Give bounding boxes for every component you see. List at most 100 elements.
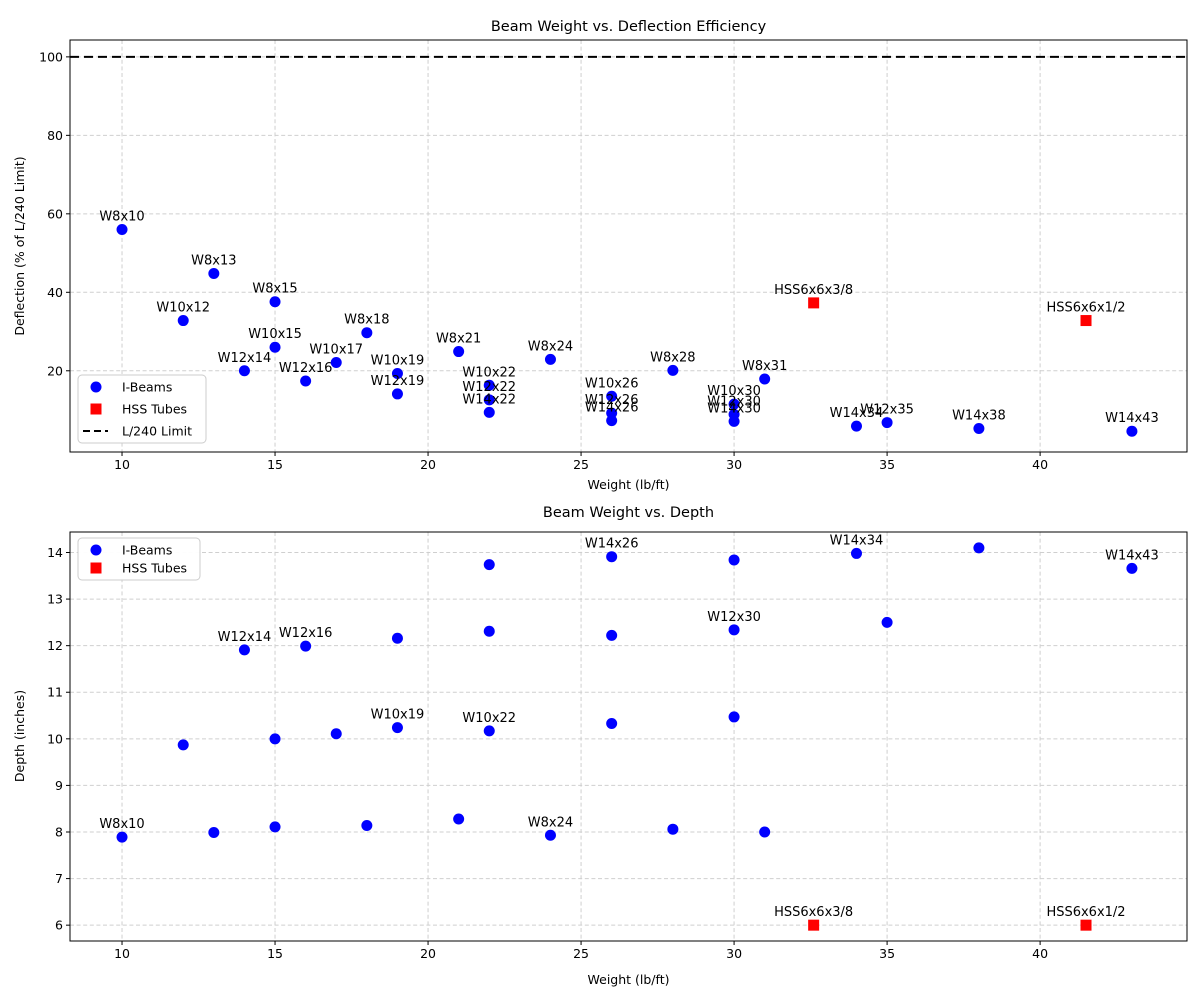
data-point-HSS6x6x1/2 (1080, 919, 1092, 931)
x-tick-label: 40 (1032, 457, 1048, 472)
point-label-HSS6x6x3/8: HSS6x6x3/8 (774, 283, 853, 298)
point-label-W12x16: W12x16 (279, 626, 333, 641)
legend-marker-square (90, 562, 102, 574)
deflection-chart: 10 15 20 25 30 35 40 20 40 60 80 100 W8x10 W10x12 W8x1… (39, 39, 1188, 472)
data-point-W10x19 (391, 368, 403, 380)
y-tick-label: 40 (47, 285, 63, 300)
data-point-W8x28 (667, 823, 679, 835)
depth-chart-xlabel: Weight (lb/ft) (587, 972, 670, 987)
data-point-W10x12 (177, 739, 189, 751)
data-point-W12x16 (300, 640, 312, 652)
data-point-W10x12 (177, 315, 189, 327)
point-label-HSS6x6x1/2: HSS6x6x1/2 (1046, 301, 1125, 316)
data-point-W10x17 (330, 357, 342, 369)
point-label-W8x13: W8x13 (191, 253, 236, 268)
data-point-W14x43 (1126, 425, 1138, 437)
point-label-W12x16: W12x16 (279, 361, 333, 376)
data-point-W12x35 (881, 417, 893, 429)
data-point-W10x30 (728, 711, 740, 723)
data-point-W12x22 (483, 625, 495, 637)
deflection-chart-xlabel: Weight (lb/ft) (587, 477, 670, 492)
data-point-W8x13 (208, 267, 220, 279)
point-label-W12x30: W12x30 (707, 610, 761, 625)
y-tick-label: 9 (55, 778, 63, 793)
point-label-W14x26: W14x26 (585, 537, 639, 552)
point-label-W8x15: W8x15 (252, 282, 297, 297)
y-tick-label: 100 (39, 49, 63, 64)
data-point-W8x31 (759, 373, 771, 385)
legend-label: I-Beams (122, 543, 172, 558)
y-tick-label: 13 (47, 592, 63, 607)
legend-label: HSS Tubes (122, 402, 187, 417)
point-label-W14x26: W14x26 (585, 401, 639, 416)
point-label-W8x10: W8x10 (99, 817, 144, 832)
data-point-W8x18 (361, 327, 373, 339)
data-point-HSS6x6x3/8 (808, 297, 820, 309)
point-label-W8x10: W8x10 (99, 210, 144, 225)
data-point-W14x38 (973, 542, 985, 554)
y-tick-label: 6 (55, 918, 63, 933)
legend-label: I-Beams (122, 380, 172, 395)
point-label-W8x28: W8x28 (650, 350, 695, 365)
data-point-W8x18 (361, 819, 373, 831)
x-tick-label: 15 (267, 946, 283, 961)
y-tick-label: 7 (55, 871, 63, 886)
x-tick-label: 20 (420, 946, 436, 961)
y-tick-label: 8 (55, 824, 63, 839)
x-tick-label: 25 (573, 946, 589, 961)
x-tick-label: 30 (726, 946, 742, 961)
point-label-W14x22: W14x22 (462, 392, 516, 407)
point-label-W14x34: W14x34 (830, 406, 884, 421)
y-tick-label: 80 (47, 128, 63, 143)
deflection-chart-title: Beam Weight vs. Deflection Efficiency (490, 19, 767, 35)
x-tick-label: 35 (879, 946, 895, 961)
data-point-W14x26 (606, 551, 618, 563)
data-point-W10x26 (606, 390, 618, 402)
data-point-W12x35 (881, 616, 893, 628)
data-point-W8x31 (759, 826, 771, 838)
legend-label: HSS Tubes (122, 561, 187, 576)
point-label-W8x24: W8x24 (528, 339, 573, 354)
point-label-W14x38: W14x38 (952, 408, 1006, 423)
legend-box (77, 374, 207, 444)
deflection-chart-ylabel: Deflection (% of L/240 Limit) (12, 156, 27, 336)
point-label-W10x30: W10x30 (707, 384, 761, 399)
point-label-W8x31: W8x31 (742, 359, 787, 374)
data-point-W14x22 (483, 559, 495, 571)
point-label-W8x21: W8x21 (436, 332, 481, 347)
legend: I-Beams HSS Tubes (77, 537, 201, 581)
data-point-W8x13 (208, 826, 220, 838)
data-point-W8x10 (116, 224, 128, 236)
depth-chart-ylabel: Depth (inches) (12, 689, 27, 783)
data-point-W8x24 (544, 829, 556, 841)
data-point-W8x21 (453, 346, 465, 358)
point-label-W12x35: W12x35 (860, 403, 914, 418)
data-point-W14x43 (1126, 562, 1138, 574)
data-point-W14x38 (973, 422, 985, 434)
data-point-W14x30 (728, 415, 740, 427)
data-point-W12x14 (238, 365, 250, 377)
x-tick-label: 25 (573, 457, 589, 472)
depth-chart: 10 15 20 25 30 35 40 6 7 8 9 10 11 12 13 14 W8x10 W12x14 W… (47, 531, 1188, 961)
data-point-W8x28 (667, 364, 679, 376)
data-point-W10x30 (728, 398, 740, 410)
data-point-HSS6x6x3/8 (808, 919, 820, 931)
point-label-W10x19: W10x19 (371, 708, 425, 723)
point-label-W12x30: W12x30 (707, 394, 761, 409)
data-point-W8x15 (269, 821, 281, 833)
x-tick-label: 10 (114, 946, 130, 961)
point-label-W12x22: W12x22 (462, 380, 516, 395)
data-point-W12x26 (606, 629, 618, 641)
point-label-W12x14: W12x14 (218, 351, 272, 366)
axes-spines (69, 531, 1188, 942)
data-point-W10x26 (606, 717, 618, 729)
plot-background (70, 532, 1187, 941)
point-label-W14x30: W14x30 (707, 401, 761, 416)
y-tick-label: 60 (47, 206, 63, 221)
x-tick-label: 35 (879, 457, 895, 472)
data-point-W10x17 (330, 728, 342, 740)
data-point-W14x26 (606, 415, 618, 427)
depth-chart-title: Beam Weight vs. Depth (542, 505, 715, 521)
